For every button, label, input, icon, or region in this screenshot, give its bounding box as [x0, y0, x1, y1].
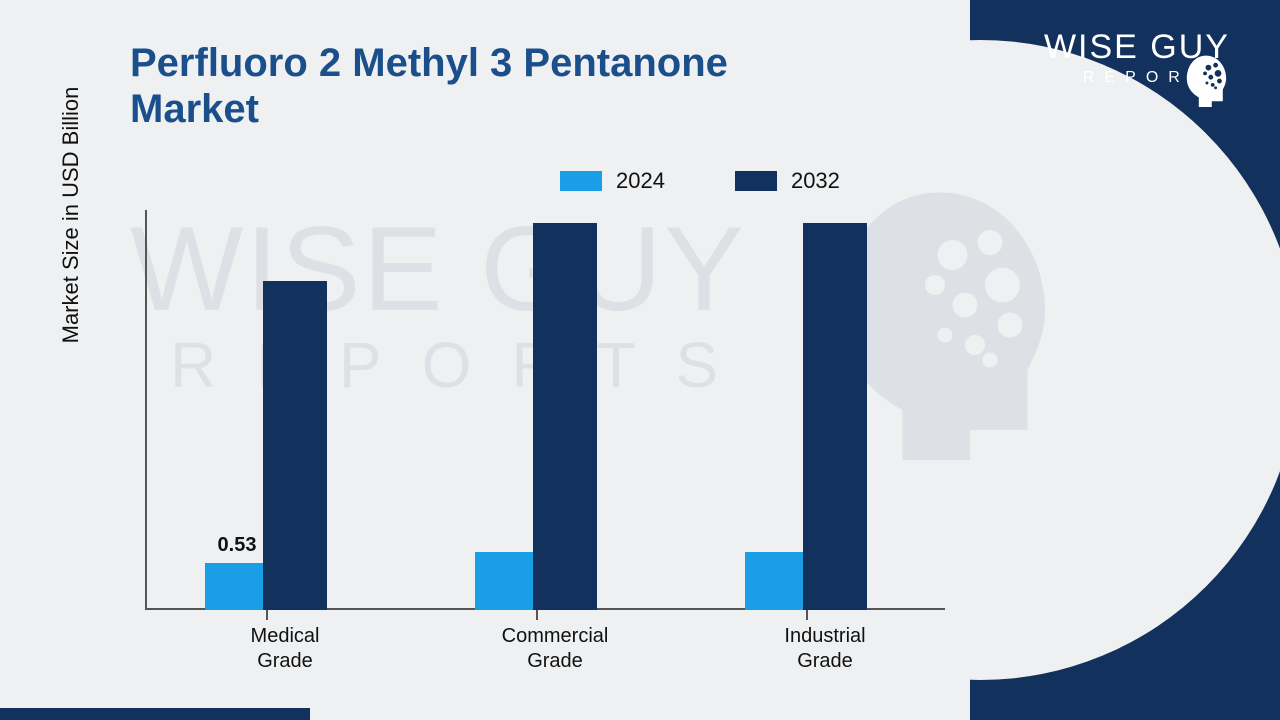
chart-canvas: WISE GUY REPORTS Perfluoro 2 Methyl 3 Pe…	[0, 0, 1280, 720]
bottom-accent-bar	[0, 708, 310, 720]
bar-group-2: IndustrialGrade	[745, 210, 905, 610]
x-tick	[266, 610, 268, 620]
legend-item-0: 2024	[560, 168, 665, 194]
y-axis-line	[145, 210, 147, 610]
bar-2024-2	[745, 552, 809, 610]
legend-label-1: 2032	[791, 168, 840, 194]
right-brand-panel	[970, 0, 1280, 720]
category-label-0: MedicalGrade	[195, 624, 375, 674]
chart-title: Perfluoro 2 Methyl 3 Pentanone Market	[130, 40, 830, 132]
brand-logo: WISE GUY REPORTS	[1044, 28, 1230, 87]
plot-area: 0.53MedicalGrade CommercialGrade Industria…	[145, 210, 945, 610]
legend-swatch-1	[735, 171, 777, 191]
bar-2032-0	[263, 281, 327, 610]
bar-group-1: CommercialGrade	[475, 210, 635, 610]
brand-head-icon	[1182, 50, 1230, 114]
bar-group-0: 0.53MedicalGrade	[205, 210, 365, 610]
bar-2032-2	[803, 223, 867, 610]
x-tick	[806, 610, 808, 620]
category-label-1: CommercialGrade	[465, 624, 645, 674]
chart-legend: 2024 2032	[560, 168, 840, 194]
y-axis-label: Market Size in USD Billion	[58, 25, 84, 405]
bar-2024-1	[475, 552, 539, 610]
bar-2032-1	[533, 223, 597, 610]
legend-label-0: 2024	[616, 168, 665, 194]
x-tick	[536, 610, 538, 620]
legend-item-1: 2032	[735, 168, 840, 194]
legend-swatch-0	[560, 171, 602, 191]
bar-2024-0	[205, 563, 269, 610]
bar-value-label: 0.53	[218, 534, 257, 557]
category-label-2: IndustrialGrade	[735, 624, 915, 674]
